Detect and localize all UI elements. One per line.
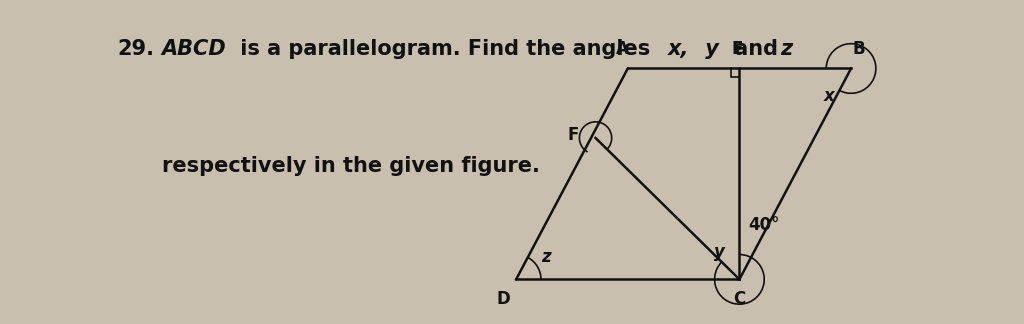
Text: C: C bbox=[733, 290, 745, 308]
Text: ABCD: ABCD bbox=[162, 39, 226, 59]
Text: E: E bbox=[731, 40, 742, 58]
Text: x,: x, bbox=[668, 39, 689, 59]
Text: z: z bbox=[541, 248, 551, 266]
Text: y: y bbox=[714, 243, 725, 261]
Text: B: B bbox=[852, 40, 865, 58]
Text: is a parallelogram. Find the angles: is a parallelogram. Find the angles bbox=[233, 39, 658, 59]
Text: 40°: 40° bbox=[749, 216, 780, 234]
Text: 29.: 29. bbox=[118, 39, 155, 59]
Text: A: A bbox=[616, 40, 630, 58]
Text: D: D bbox=[497, 290, 511, 308]
Text: and: and bbox=[727, 39, 785, 59]
Text: z: z bbox=[780, 39, 793, 59]
Text: respectively in the given figure.: respectively in the given figure. bbox=[162, 156, 540, 176]
Text: x: x bbox=[823, 87, 835, 105]
Text: F: F bbox=[567, 126, 579, 145]
Text: y: y bbox=[698, 39, 719, 59]
